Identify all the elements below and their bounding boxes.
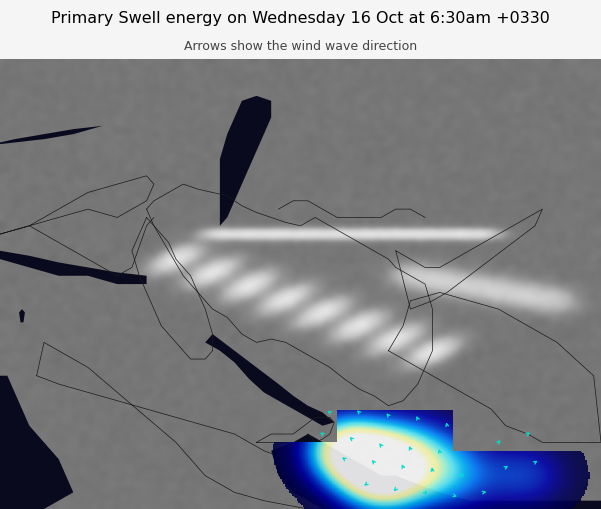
Polygon shape [0,376,73,509]
Polygon shape [0,251,147,285]
Polygon shape [19,309,25,323]
Polygon shape [271,434,601,509]
Polygon shape [0,127,103,152]
Polygon shape [0,426,14,509]
Polygon shape [220,97,271,227]
Polygon shape [205,334,334,426]
Text: Primary Swell energy on Wednesday 16 Oct at 6:30am +0330: Primary Swell energy on Wednesday 16 Oct… [51,11,550,25]
Text: Arrows show the wind wave direction: Arrows show the wind wave direction [184,40,417,53]
